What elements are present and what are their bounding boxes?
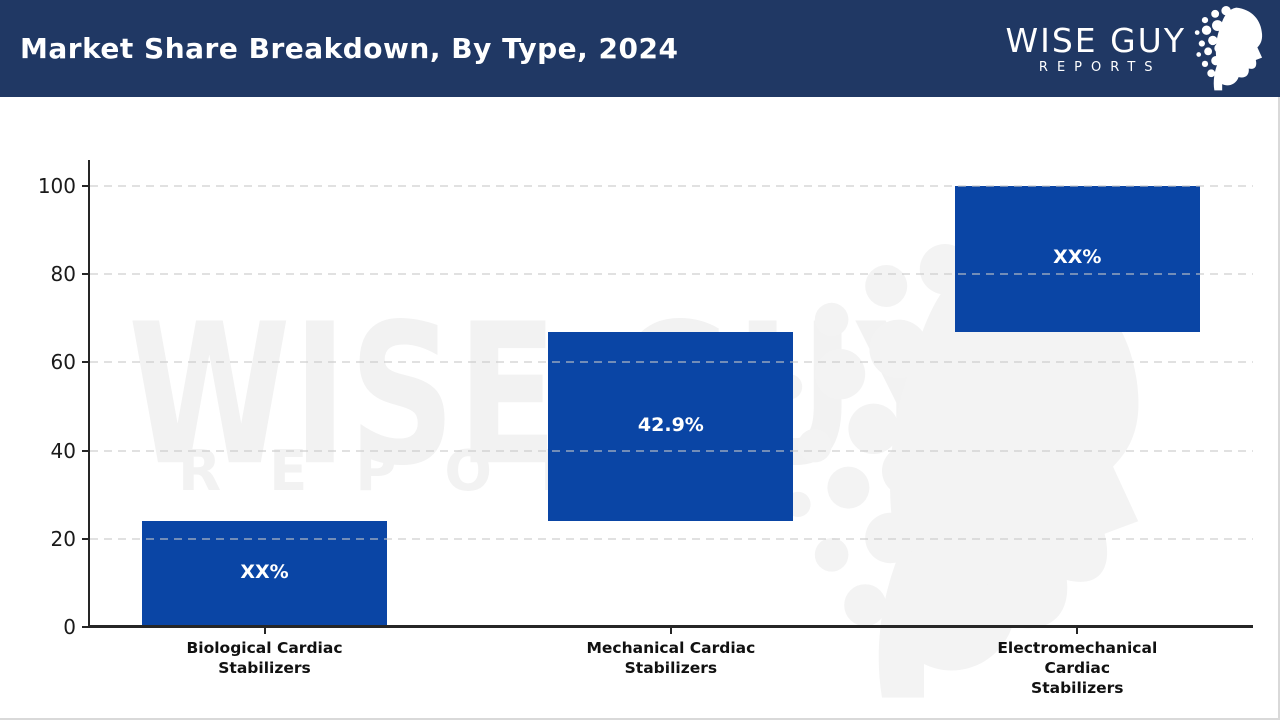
- gridline: [90, 537, 1253, 540]
- wise-guy-reports-logo: WISE GUY REPORTS: [1005, 6, 1272, 92]
- gridline: [90, 361, 1253, 364]
- y-axis-line: [88, 160, 90, 627]
- y-axis-tick: [82, 449, 88, 452]
- y-axis-tick: [82, 185, 88, 187]
- gridline: [90, 185, 1253, 187]
- y-axis-tick: [82, 361, 88, 364]
- x-axis-category-label-line: Electromechanical: [997, 639, 1158, 657]
- logo-text: WISE GUY REPORTS: [1005, 22, 1186, 76]
- x-axis-tick: [1076, 628, 1079, 634]
- bar-value-label: XX%: [240, 561, 289, 584]
- y-axis-tick-label: 40: [50, 438, 76, 463]
- y-axis-tick-label: 60: [50, 350, 76, 375]
- x-axis-category-label-line: Biological Cardiac: [186, 639, 343, 657]
- x-axis-category-label: Mechanical Cardiac Stabilizers: [531, 638, 811, 678]
- x-axis-category-label-line: Stabilizers: [1031, 679, 1124, 697]
- x-axis-category-label-line: Stabilizers: [624, 659, 718, 677]
- y-axis-tick-label: 0: [63, 615, 76, 639]
- header-bar: Market Share Breakdown, By Type, 2024 WI…: [0, 0, 1280, 97]
- y-axis-tick: [82, 273, 88, 276]
- x-axis-category-label: Biological Cardiac Stabilizers: [125, 638, 405, 678]
- x-axis-tick: [669, 628, 672, 634]
- gridline: [90, 273, 1253, 276]
- face-profile-icon: [1188, 6, 1272, 92]
- page-title: Market Share Breakdown, By Type, 2024: [20, 32, 679, 65]
- logo-subtitle: REPORTS: [1038, 60, 1162, 75]
- y-axis-tick: [82, 537, 88, 540]
- bar-value-label: 42.9%: [637, 413, 704, 436]
- gridline: [90, 449, 1253, 452]
- x-axis-category-label-line: Mechanical Cardiac: [586, 639, 756, 657]
- x-axis-tick: [263, 628, 266, 634]
- y-axis-tick: [82, 626, 88, 628]
- x-axis-category-label: Electromechanical Cardiac Stabilizers: [937, 638, 1217, 698]
- x-axis-category-label-line: Cardiac: [1044, 659, 1111, 677]
- x-axis-category-label-line: Stabilizers: [218, 659, 311, 677]
- y-axis-tick-label: 100: [37, 174, 76, 198]
- y-axis-tick-label: 20: [50, 526, 76, 551]
- x-axis-line: [88, 625, 1253, 628]
- bar-value-label: XX%: [1053, 245, 1102, 268]
- bar-1: [548, 331, 794, 522]
- bar-2: [954, 186, 1200, 332]
- logo-title: WISE GUY: [1005, 21, 1186, 60]
- chart-area: WISE GUY REPORTS 0 20 40 60 80 100 XX% Biologic…: [0, 97, 1280, 720]
- y-axis-tick-label: 80: [50, 262, 76, 287]
